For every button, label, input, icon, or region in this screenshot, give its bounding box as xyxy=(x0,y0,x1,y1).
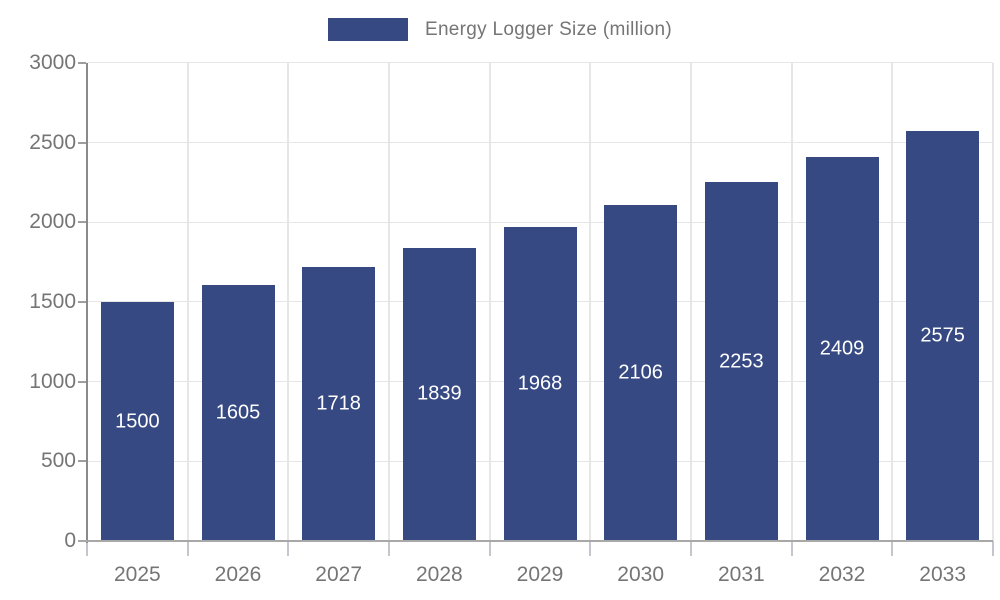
bar-value-label: 2575 xyxy=(920,324,965,347)
bar-value-label: 1968 xyxy=(517,372,563,395)
bar: 1718 xyxy=(302,267,376,541)
bar: 1500 xyxy=(100,302,174,541)
bar: 2575 xyxy=(906,130,980,541)
bar-value-label: 2409 xyxy=(819,337,865,360)
gridline-vertical xyxy=(891,63,894,541)
x-axis-tick-label: 2027 xyxy=(315,563,363,586)
bar: 2253 xyxy=(704,182,778,541)
gridline-vertical xyxy=(287,63,290,541)
bar-value-label: 1500 xyxy=(115,410,160,432)
x-axis-tick xyxy=(891,541,894,556)
y-axis-tick xyxy=(78,221,86,224)
y-axis-tick xyxy=(78,460,86,463)
gridline-vertical xyxy=(690,63,692,541)
legend: Energy Logger Size (million) xyxy=(0,18,1000,41)
gridline-vertical xyxy=(790,63,793,541)
bar: 2106 xyxy=(604,205,678,541)
y-axis-tick-label: 2500 xyxy=(29,130,76,154)
x-axis-tick-label: 2033 xyxy=(919,563,967,586)
y-axis-tick-label: 3000 xyxy=(29,51,76,74)
x-axis-tick xyxy=(287,541,290,556)
bar: 1605 xyxy=(201,285,275,541)
x-axis-tick xyxy=(690,541,692,556)
x-axis-tick xyxy=(992,541,994,556)
x-axis-tick-label: 2026 xyxy=(214,563,262,586)
legend-label: Energy Logger Size (million) xyxy=(424,18,673,40)
gridline-vertical xyxy=(992,63,994,541)
x-axis-tick xyxy=(589,541,592,556)
bar-value-label: 1605 xyxy=(215,401,261,424)
gridline-vertical xyxy=(388,63,390,541)
x-axis-line xyxy=(78,540,993,542)
y-axis-tick-label: 2000 xyxy=(29,210,76,234)
y-axis-tick xyxy=(78,62,86,64)
y-axis-tick-label: 1000 xyxy=(29,369,76,393)
x-axis-tick xyxy=(488,541,491,556)
bar: 2409 xyxy=(805,157,879,541)
x-axis-tick-label: 2025 xyxy=(113,563,161,586)
x-axis-tick xyxy=(388,541,390,556)
gridline-vertical xyxy=(488,63,491,541)
gridline-horizontal xyxy=(87,141,993,143)
x-axis-tick-label: 2031 xyxy=(717,563,765,586)
x-axis-tick-label: 2032 xyxy=(818,563,866,586)
y-axis-tick-label: 500 xyxy=(40,449,76,473)
bar-value-label: 2106 xyxy=(618,361,663,384)
x-axis-tick-label: 2029 xyxy=(516,563,564,586)
bar: 1968 xyxy=(503,227,577,541)
y-axis-tick xyxy=(78,301,86,303)
y-axis-tick-label: 0 xyxy=(64,529,76,552)
y-axis-tick xyxy=(78,141,86,144)
gridline-horizontal xyxy=(87,221,993,223)
bar-value-label: 1839 xyxy=(417,382,462,405)
y-axis-tick xyxy=(78,380,86,383)
y-axis-tick-label: 1500 xyxy=(29,290,76,313)
bar: 1839 xyxy=(402,247,476,541)
x-axis-tick-label: 2028 xyxy=(415,563,463,586)
x-axis-tick-label: 2030 xyxy=(617,563,665,586)
x-axis-tick xyxy=(86,541,88,556)
legend-swatch xyxy=(327,18,408,41)
gridline-horizontal xyxy=(87,62,993,64)
bar-value-label: 2253 xyxy=(719,350,764,372)
bar-value-label: 1718 xyxy=(316,392,361,415)
x-axis-tick xyxy=(790,541,793,556)
gridline-vertical xyxy=(589,63,592,541)
x-axis-tick xyxy=(186,541,189,556)
gridline-vertical xyxy=(186,63,189,541)
y-axis-line xyxy=(86,63,88,543)
